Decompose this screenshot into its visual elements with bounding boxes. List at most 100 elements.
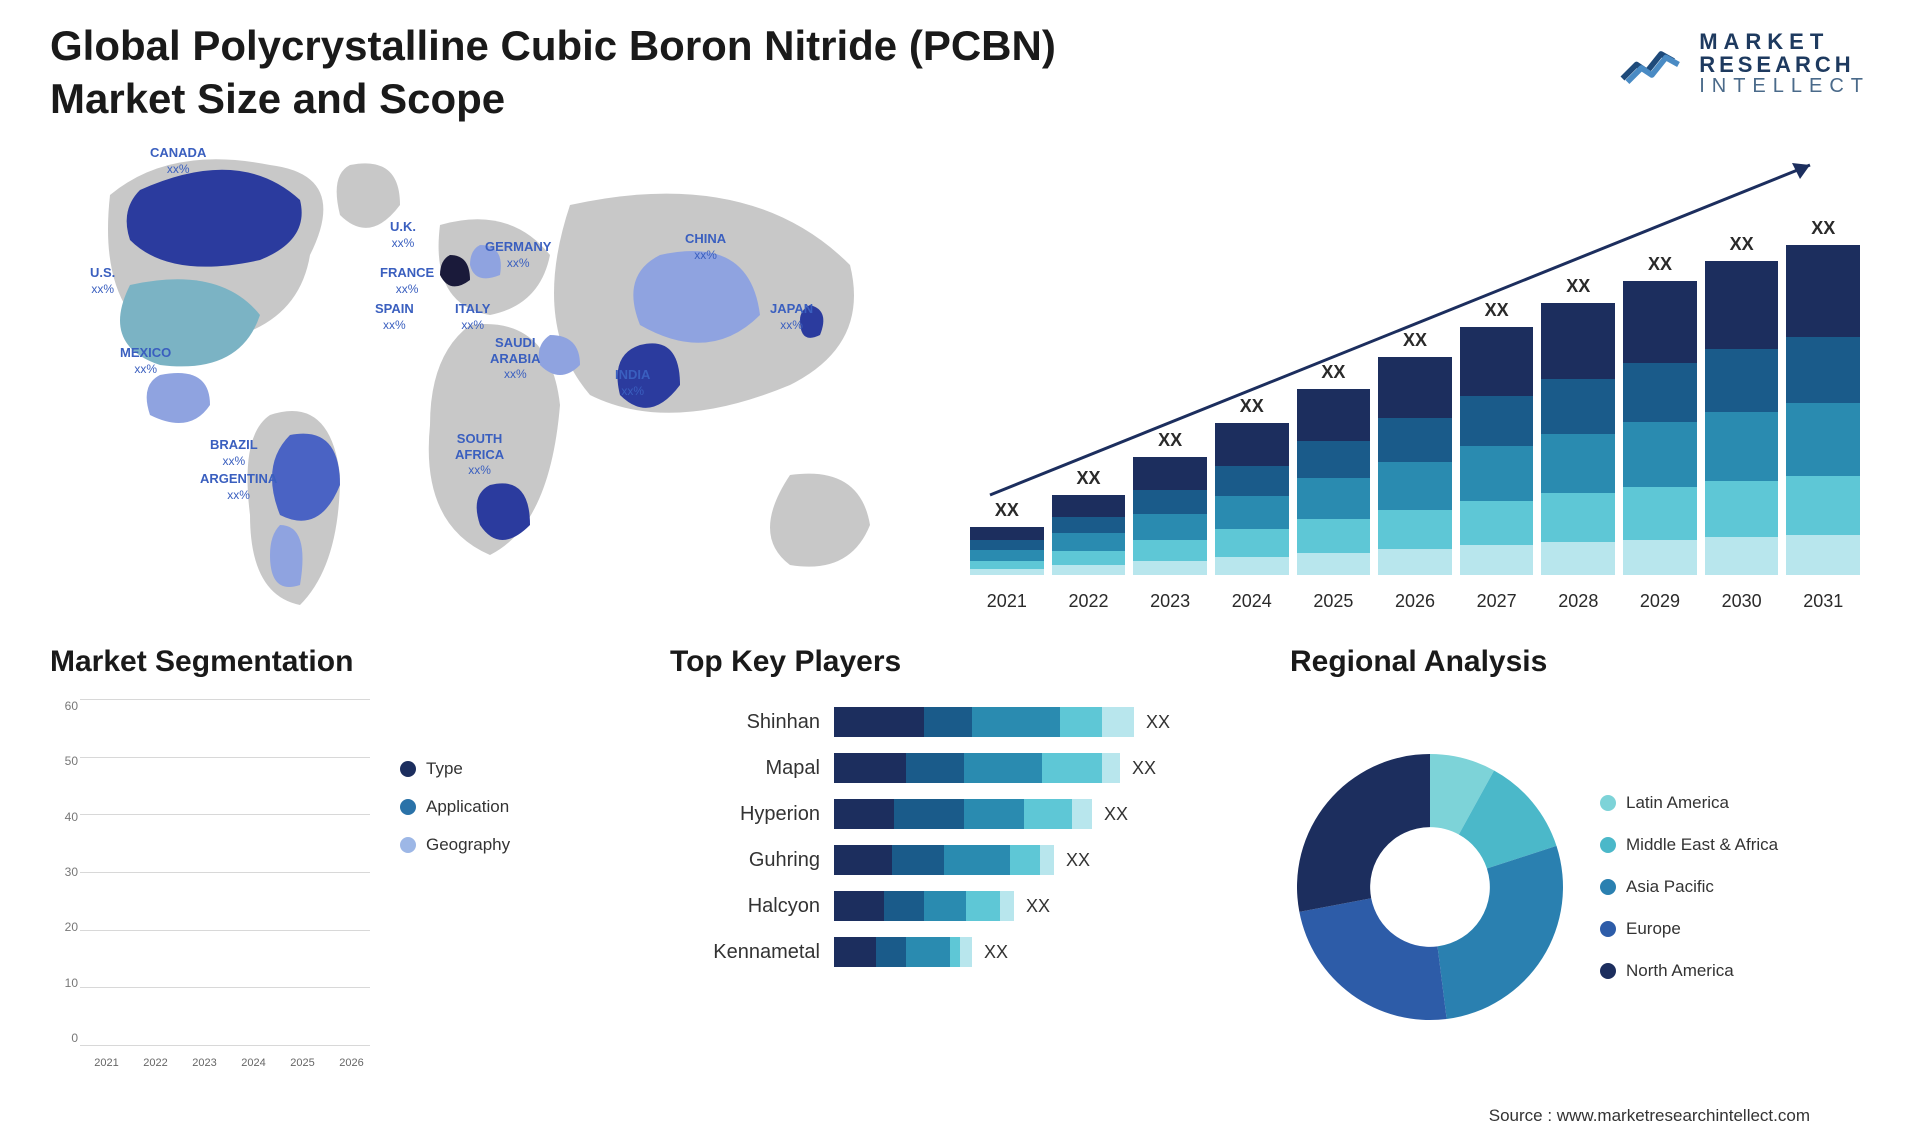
- logo-line-1: MARKET: [1699, 30, 1870, 53]
- seg-ytick: 40: [50, 810, 78, 824]
- logo-text: MARKET RESEARCH INTELLECT: [1699, 30, 1870, 97]
- source-attribution: Source : www.marketresearchintellect.com: [1489, 1106, 1810, 1126]
- legend-label: Latin America: [1626, 793, 1729, 813]
- map-label-saudi: SAUDIARABIAxx%: [490, 335, 541, 382]
- lower-section: Market Segmentation 6050403020100 202120…: [50, 645, 1870, 1075]
- growth-bar-2028: XX: [1541, 276, 1615, 575]
- seg-legend-item: Geography: [400, 835, 510, 855]
- map-label-argentina: ARGENTINAxx%: [200, 471, 277, 502]
- growth-year-label: 2022: [1052, 585, 1126, 615]
- segmentation-panel: Market Segmentation 6050403020100 202120…: [50, 645, 630, 1075]
- growth-bar-2024: XX: [1215, 396, 1289, 575]
- legend-swatch-icon: [1600, 963, 1616, 979]
- upper-section: CANADAxx%U.S.xx%MEXICOxx%BRAZILxx%ARGENT…: [50, 135, 1870, 615]
- kp-value-label: XX: [1146, 712, 1170, 733]
- seg-legend-item: Type: [400, 759, 510, 779]
- legend-label: Middle East & Africa: [1626, 835, 1778, 855]
- kp-name: Mapal: [670, 757, 820, 780]
- growth-year-label: 2027: [1460, 585, 1534, 615]
- donut-slice: [1438, 846, 1563, 1019]
- legend-label: North America: [1626, 961, 1734, 981]
- map-label-france: FRANCExx%: [380, 265, 434, 296]
- regional-panel: Regional Analysis Latin America Middle Ea…: [1290, 645, 1870, 1075]
- kp-row-kennametal: Kennametal XX: [670, 937, 1250, 967]
- key-players-title: Top Key Players: [670, 645, 1250, 679]
- growth-year-label: 2028: [1541, 585, 1615, 615]
- kp-row-mapal: Mapal XX: [670, 753, 1250, 783]
- seg-xtick: 2025: [284, 1051, 321, 1075]
- map-label-safrica: SOUTHAFRICAxx%: [455, 431, 504, 478]
- map-mexico: [147, 373, 210, 423]
- seg-xtick: 2021: [88, 1051, 125, 1075]
- growth-year-label: 2029: [1623, 585, 1697, 615]
- growth-bar-2023: XX: [1133, 430, 1207, 575]
- regional-legend-item: Asia Pacific: [1600, 877, 1778, 897]
- legend-swatch-icon: [1600, 921, 1616, 937]
- kp-name: Kennametal: [670, 941, 820, 964]
- growth-year-label: 2030: [1705, 585, 1779, 615]
- growth-bar-label: XX: [1730, 234, 1754, 255]
- regional-legend-item: Middle East & Africa: [1600, 835, 1778, 855]
- growth-bar-2029: XX: [1623, 254, 1697, 575]
- growth-bar-2026: XX: [1378, 330, 1452, 575]
- kp-name: Hyperion: [670, 803, 820, 826]
- donut-slice: [1299, 898, 1446, 1020]
- growth-year-label: 2026: [1378, 585, 1452, 615]
- legend-swatch-icon: [400, 799, 416, 815]
- legend-label: Asia Pacific: [1626, 877, 1714, 897]
- map-label-uk: U.K.xx%: [390, 219, 416, 250]
- kp-row-guhring: GuhringXX: [670, 845, 1250, 875]
- seg-ytick: 10: [50, 976, 78, 990]
- seg-xtick: 2022: [137, 1051, 174, 1075]
- growth-year-label: 2021: [970, 585, 1044, 615]
- kp-value-label: XX: [1104, 804, 1128, 825]
- segmentation-title: Market Segmentation: [50, 645, 630, 679]
- legend-label: Type: [426, 759, 463, 779]
- seg-xtick: 2023: [186, 1051, 223, 1075]
- seg-xtick: 2026: [333, 1051, 370, 1075]
- kp-row-shinhan: Shinhan XX: [670, 707, 1250, 737]
- seg-xtick: 2024: [235, 1051, 272, 1075]
- kp-value-label: XX: [1026, 896, 1050, 917]
- donut-slice: [1297, 754, 1430, 912]
- kp-name: Shinhan: [670, 711, 820, 734]
- header: Global Polycrystalline Cubic Boron Nitri…: [50, 20, 1870, 125]
- map-label-germany: GERMANYxx%: [485, 239, 551, 270]
- donut-chart: [1290, 747, 1570, 1027]
- kp-value-label: XX: [1132, 758, 1156, 779]
- map-label-japan: JAPANxx%: [770, 301, 813, 332]
- growth-bar-2025: XX: [1297, 362, 1371, 575]
- key-players-chart: ShinhanXXMapalXXHyperionXXGuhringXXHalcy…: [670, 699, 1250, 1075]
- growth-year-label: 2024: [1215, 585, 1289, 615]
- regional-title: Regional Analysis: [1290, 645, 1870, 679]
- logo-line-3: INTELLECT: [1699, 76, 1870, 97]
- growth-chart: XXXXXXXXXXXXXXXXXXXXXX 20212022202320242…: [960, 135, 1870, 615]
- growth-bar-label: XX: [1566, 276, 1590, 297]
- kp-row-hyperion: Hyperion XX: [670, 799, 1250, 829]
- regional-legend-item: Europe: [1600, 919, 1778, 939]
- logo-line-2: RESEARCH: [1699, 53, 1870, 76]
- seg-ytick: 30: [50, 865, 78, 879]
- seg-ytick: 50: [50, 754, 78, 768]
- growth-bar-2021: XX: [970, 500, 1044, 575]
- map-label-us: U.S.xx%: [90, 265, 115, 296]
- legend-swatch-icon: [1600, 795, 1616, 811]
- map-label-india: INDIAxx%: [615, 367, 650, 398]
- growth-bar-label: XX: [1403, 330, 1427, 351]
- kp-value-label: XX: [1066, 850, 1090, 871]
- brand-logo: MARKET RESEARCH INTELLECT: [1619, 20, 1870, 97]
- kp-row-halcyon: HalcyonXX: [670, 891, 1250, 921]
- growth-bar-label: XX: [995, 500, 1019, 521]
- growth-bar-label: XX: [1240, 396, 1264, 417]
- kp-value-label: XX: [984, 942, 1008, 963]
- growth-bar-label: XX: [1485, 300, 1509, 321]
- regional-legend-item: North America: [1600, 961, 1778, 981]
- legend-swatch-icon: [1600, 879, 1616, 895]
- map-label-mexico: MEXICOxx%: [120, 345, 171, 376]
- regional-legend: Latin America Middle East & Africa Asia Pa…: [1600, 793, 1778, 981]
- map-label-china: CHINAxx%: [685, 231, 726, 262]
- growth-bar-label: XX: [1158, 430, 1182, 451]
- key-players-panel: Top Key Players ShinhanXXMapalXXHyperion…: [670, 645, 1250, 1075]
- map-label-spain: SPAINxx%: [375, 301, 414, 332]
- map-label-italy: ITALYxx%: [455, 301, 490, 332]
